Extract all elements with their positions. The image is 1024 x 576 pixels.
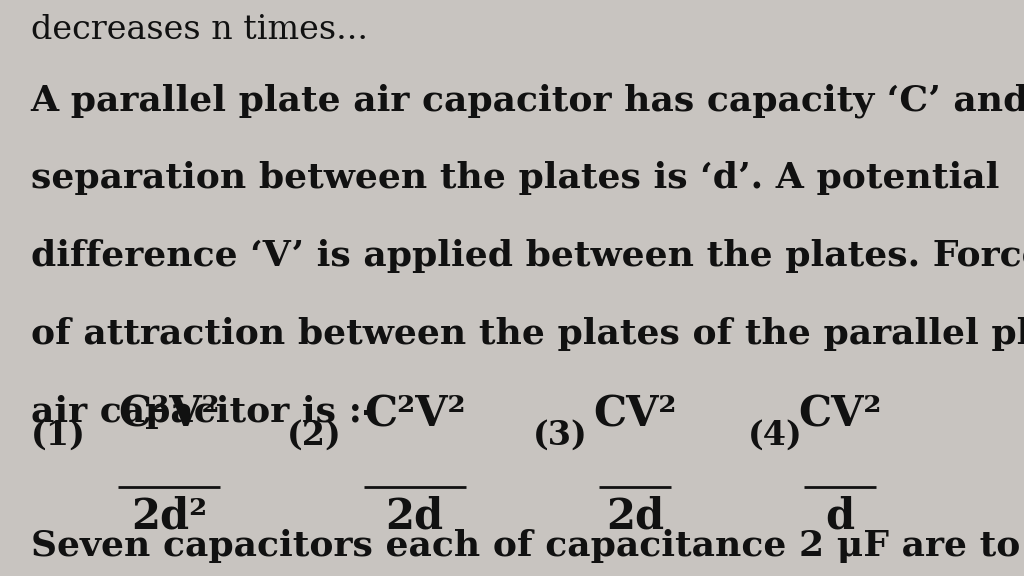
Text: difference ‘V’ is applied between the plates. Force: difference ‘V’ is applied between the pl… — [31, 239, 1024, 273]
Text: C²V²: C²V² — [118, 394, 220, 435]
Text: of attraction between the plates of the parallel plate: of attraction between the plates of the … — [31, 317, 1024, 351]
Text: decreases n times...: decreases n times... — [31, 14, 368, 47]
Text: A parallel plate air capacitor has capacity ‘C’ and: A parallel plate air capacitor has capac… — [31, 84, 1024, 118]
Text: C²V²: C²V² — [364, 394, 466, 435]
Text: d: d — [825, 495, 854, 537]
Text: Seven capacitors each of capacitance 2 μF are to: Seven capacitors each of capacitance 2 μ… — [31, 529, 1020, 563]
Text: separation between the plates is ‘d’. A potential: separation between the plates is ‘d’. A … — [31, 161, 999, 195]
Text: 2d: 2d — [386, 495, 443, 537]
Text: 2d: 2d — [606, 495, 664, 537]
Text: (1): (1) — [31, 418, 86, 452]
Text: (2): (2) — [287, 418, 341, 452]
Text: (3): (3) — [532, 418, 587, 452]
Text: CV²: CV² — [798, 394, 882, 435]
Text: air capacitor is :-: air capacitor is :- — [31, 395, 377, 429]
Text: (4): (4) — [748, 418, 802, 452]
Text: CV²: CV² — [593, 394, 677, 435]
Text: 2d²: 2d² — [131, 495, 207, 537]
